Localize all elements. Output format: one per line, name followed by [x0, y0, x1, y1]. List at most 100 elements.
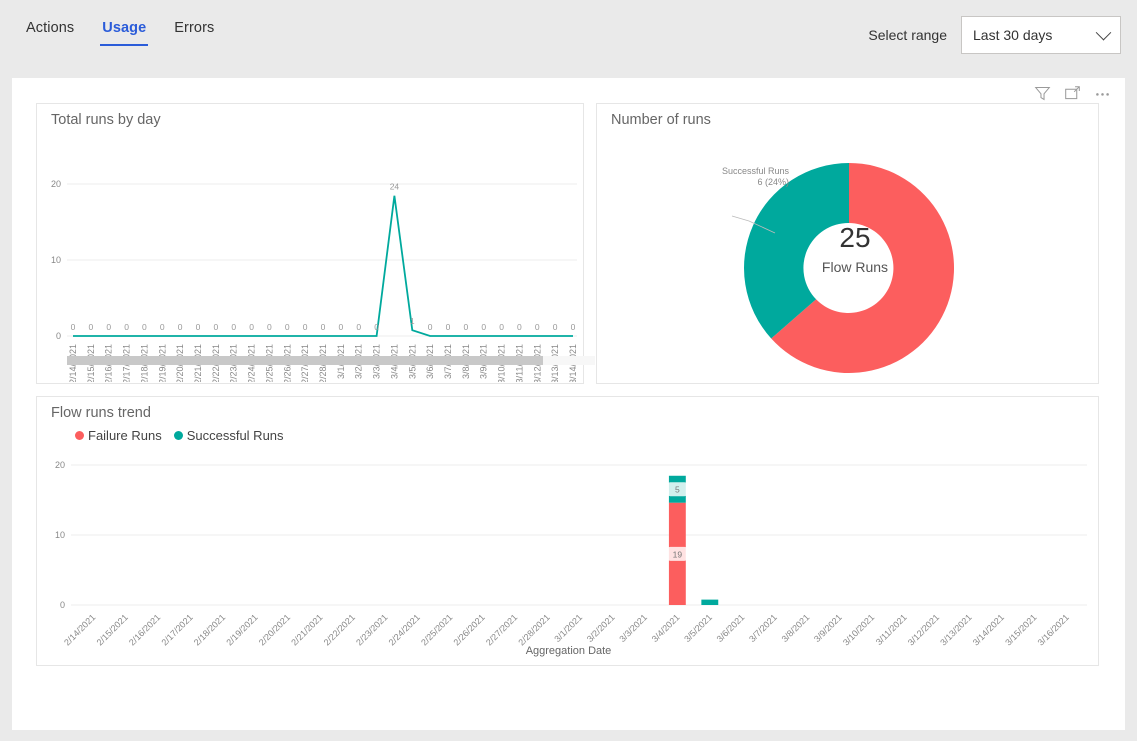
more-options-icon[interactable]	[1094, 85, 1111, 102]
number-of-runs-card[interactable]: Number of runs 25 Flow Runs Successful R…	[596, 103, 1099, 384]
bar-xtick: 2/27/2021	[484, 612, 519, 647]
tab-errors[interactable]: Errors	[174, 20, 215, 36]
tab-actions[interactable]: Actions	[26, 20, 75, 36]
bar-xtick: 2/18/2021	[192, 612, 227, 647]
bar-ytick-0: 0	[60, 600, 65, 610]
bar-xtick: 3/12/2021	[906, 612, 941, 647]
bar-chart-series: 19 5	[666, 475, 719, 605]
bar-xtick: 3/11/2021	[874, 612, 909, 647]
range-dropdown-value: Last 30 days	[973, 27, 1053, 43]
bar-xtick: 2/19/2021	[224, 612, 259, 647]
chart-legend: Failure Runs Successful Runs	[75, 428, 284, 443]
callout-leader-line	[731, 215, 776, 234]
line-data-label: 0	[71, 322, 76, 332]
line-data-label: 0	[463, 322, 468, 332]
bar-xtick: 3/8/2021	[780, 612, 812, 644]
line-data-label: 0	[249, 322, 254, 332]
scrollbar-thumb[interactable]	[67, 356, 543, 365]
donut-chart-svg	[731, 163, 955, 373]
line-data-label: 0	[160, 322, 165, 332]
bar-chart-axis-title: Aggregation Date	[525, 645, 612, 657]
line-data-label: 0	[446, 322, 451, 332]
line-data-label: 0	[499, 322, 504, 332]
line-data-label: 0	[517, 322, 522, 332]
bar-xtick: 3/10/2021	[841, 612, 876, 647]
line-data-label: 0	[338, 322, 343, 332]
bar-xtick: 2/24/2021	[387, 612, 422, 647]
tab-bar: Actions Usage Errors	[12, 14, 228, 46]
line-data-label: 1	[410, 316, 415, 326]
line-chart-series: 0 0 0 0 0 0 0 0 0 0 0 0 0 0 0 0 0 0 24 1 0 0 0 0 0 0 0 0 0	[71, 182, 576, 337]
range-dropdown[interactable]: Last 30 days	[961, 16, 1121, 54]
line-data-label: 0	[571, 322, 576, 332]
legend-item-success[interactable]: Successful Runs	[173, 428, 284, 443]
bar-xtick: 2/20/2021	[257, 612, 292, 647]
line-data-label: 0	[428, 322, 433, 332]
bar-data-label: 19	[673, 549, 683, 559]
bar-segment-success[interactable]	[701, 599, 719, 605]
card-title-total-runs: Total runs by day	[51, 112, 161, 128]
line-data-label: 0	[553, 322, 558, 332]
bar-xtick: 3/1/2021	[552, 612, 584, 644]
bar-xtick: 2/15/2021	[95, 612, 130, 647]
flow-runs-trend-card[interactable]: Flow runs trend Failure Runs Successful …	[36, 396, 1099, 666]
bar-xtick: 3/3/2021	[617, 612, 649, 644]
line-data-label: 0	[303, 322, 308, 332]
bar-xtick: 3/6/2021	[715, 612, 747, 644]
bar-xtick: 3/13/2021	[938, 612, 973, 647]
line-data-label: 24	[390, 182, 400, 192]
donut-slice-failure[interactable]	[771, 163, 955, 373]
bar-xtick: 3/9/2021	[812, 612, 844, 644]
range-selector: Select range Last 30 days	[868, 16, 1121, 54]
line-data-label: 0	[267, 322, 272, 332]
select-range-label: Select range	[868, 27, 947, 43]
legend-label-failure: Failure Runs	[88, 428, 162, 443]
legend-label-success: Successful Runs	[186, 428, 284, 443]
line-data-label: 0	[481, 322, 486, 332]
ytick-0: 0	[56, 331, 61, 341]
bar-chart-x-axis: 2/14/20212/15/20212/16/20212/17/20212/18…	[62, 612, 1071, 647]
bar-ytick-10: 10	[55, 530, 65, 540]
bar-xtick: 3/16/2021	[1036, 612, 1071, 647]
donut-slice-success[interactable]	[744, 163, 849, 339]
bar-xtick: 2/21/2021	[289, 612, 324, 647]
legend-dot-success	[173, 431, 183, 440]
line-data-label: 0	[88, 322, 93, 332]
ytick-10: 10	[51, 255, 61, 265]
bar-xtick: 2/22/2021	[322, 612, 357, 647]
filter-icon[interactable]	[1034, 85, 1051, 102]
bar-data-label: 5	[675, 485, 680, 495]
tab-usage[interactable]: Usage	[88, 14, 160, 46]
line-data-label: 0	[124, 322, 129, 332]
bar-xtick: 2/16/2021	[127, 612, 162, 647]
bar-xtick: 3/5/2021	[682, 612, 714, 644]
bar-xtick: 3/4/2021	[650, 612, 682, 644]
line-data-label: 0	[321, 322, 326, 332]
line-data-label: 0	[231, 322, 236, 332]
bar-xtick: 3/15/2021	[1003, 612, 1038, 647]
focus-mode-icon[interactable]	[1064, 85, 1081, 102]
line-data-label: 0	[374, 322, 379, 332]
legend-item-failure[interactable]: Failure Runs	[75, 428, 162, 443]
line-data-label: 0	[356, 322, 361, 332]
bar-xtick: 3/2/2021	[585, 612, 617, 644]
card-title-flow-runs-trend: Flow runs trend	[51, 405, 151, 421]
visual-toolbar	[1034, 85, 1111, 102]
horizontal-scrollbar[interactable]	[67, 356, 595, 365]
bar-xtick: 2/17/2021	[159, 612, 194, 647]
bar-label-bg	[666, 482, 689, 497]
bar-chart-svg: 20 10 0 195 2/14/20212/15/20212/16/20212…	[55, 460, 1087, 648]
chevron-down-icon	[1095, 24, 1112, 40]
page-header: Actions Usage Errors Select range Last 3…	[0, 0, 1137, 68]
bar-xtick: 2/23/2021	[354, 612, 389, 647]
line-data-label: 0	[213, 322, 218, 332]
line-series-total-runs[interactable]	[73, 195, 573, 337]
line-data-label: 0	[142, 322, 147, 332]
ytick-20: 20	[51, 179, 61, 189]
line-data-label: 0	[106, 322, 111, 332]
card-title-number-of-runs: Number of runs	[611, 112, 711, 128]
bar-xtick: 2/28/2021	[516, 612, 551, 647]
